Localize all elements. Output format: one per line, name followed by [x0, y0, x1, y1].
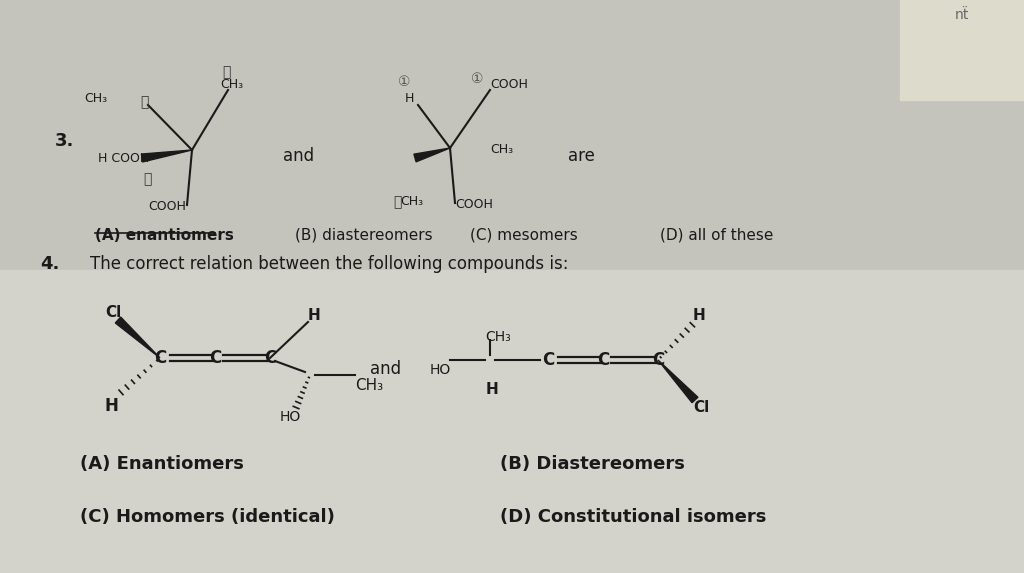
Text: H COOH: H COOH [98, 152, 150, 165]
Polygon shape [116, 317, 160, 358]
Text: ⓢ: ⓢ [140, 95, 148, 109]
Bar [900, 0, 1024, 100]
Text: C: C [264, 349, 276, 367]
Text: CH₃: CH₃ [220, 78, 243, 91]
Text: H: H [308, 308, 321, 323]
Text: (B) Diastereomers: (B) Diastereomers [500, 455, 685, 473]
Text: nẗ: nẗ [955, 8, 970, 22]
Text: ⓢ: ⓢ [143, 172, 152, 186]
Text: ⓢ: ⓢ [222, 65, 230, 79]
Text: H: H [105, 397, 119, 415]
Text: HO: HO [280, 410, 301, 424]
Text: and: and [370, 360, 401, 378]
Text: C: C [542, 351, 554, 369]
Text: ①: ① [471, 72, 483, 86]
Text: CH₃: CH₃ [84, 92, 108, 105]
Polygon shape [414, 148, 450, 162]
Polygon shape [658, 360, 698, 403]
Text: Cl: Cl [693, 400, 710, 415]
Bar [0, 0, 1024, 270]
Text: are: are [568, 147, 595, 165]
Text: C: C [597, 351, 609, 369]
Text: 4.: 4. [40, 255, 59, 273]
Text: (A) enantiomers: (A) enantiomers [95, 228, 233, 243]
Text: C: C [652, 351, 665, 369]
Text: H: H [693, 308, 706, 323]
Bar [0, 270, 1024, 573]
Text: CH₃: CH₃ [355, 378, 383, 393]
Text: (B) diastereomers: (B) diastereomers [295, 228, 432, 243]
Text: and: and [283, 147, 314, 165]
Text: H: H [486, 382, 499, 397]
Text: (D) Constitutional isomers: (D) Constitutional isomers [500, 508, 766, 526]
Text: COOH: COOH [455, 198, 493, 211]
Text: 3.: 3. [55, 132, 75, 150]
Text: H: H [406, 92, 415, 105]
Text: Cl: Cl [105, 305, 121, 320]
Text: CH₃: CH₃ [490, 143, 513, 156]
Text: The correct relation between the following compounds is:: The correct relation between the followi… [90, 255, 568, 273]
Text: (C) Homomers (identical): (C) Homomers (identical) [80, 508, 335, 526]
Text: ①: ① [398, 75, 411, 89]
Text: (C) mesomers: (C) mesomers [470, 228, 578, 243]
Text: COOH: COOH [490, 78, 528, 91]
Text: HO: HO [430, 363, 452, 377]
Text: (D) all of these: (D) all of these [660, 228, 773, 243]
Polygon shape [141, 150, 193, 162]
Text: COOH: COOH [148, 200, 186, 213]
Text: Ⓡ: Ⓡ [393, 195, 401, 209]
Text: CH₃: CH₃ [400, 195, 423, 208]
Text: C: C [154, 349, 166, 367]
Text: (A) Enantiomers: (A) Enantiomers [80, 455, 244, 473]
Text: CH₃: CH₃ [485, 330, 511, 344]
Text: C: C [209, 349, 221, 367]
